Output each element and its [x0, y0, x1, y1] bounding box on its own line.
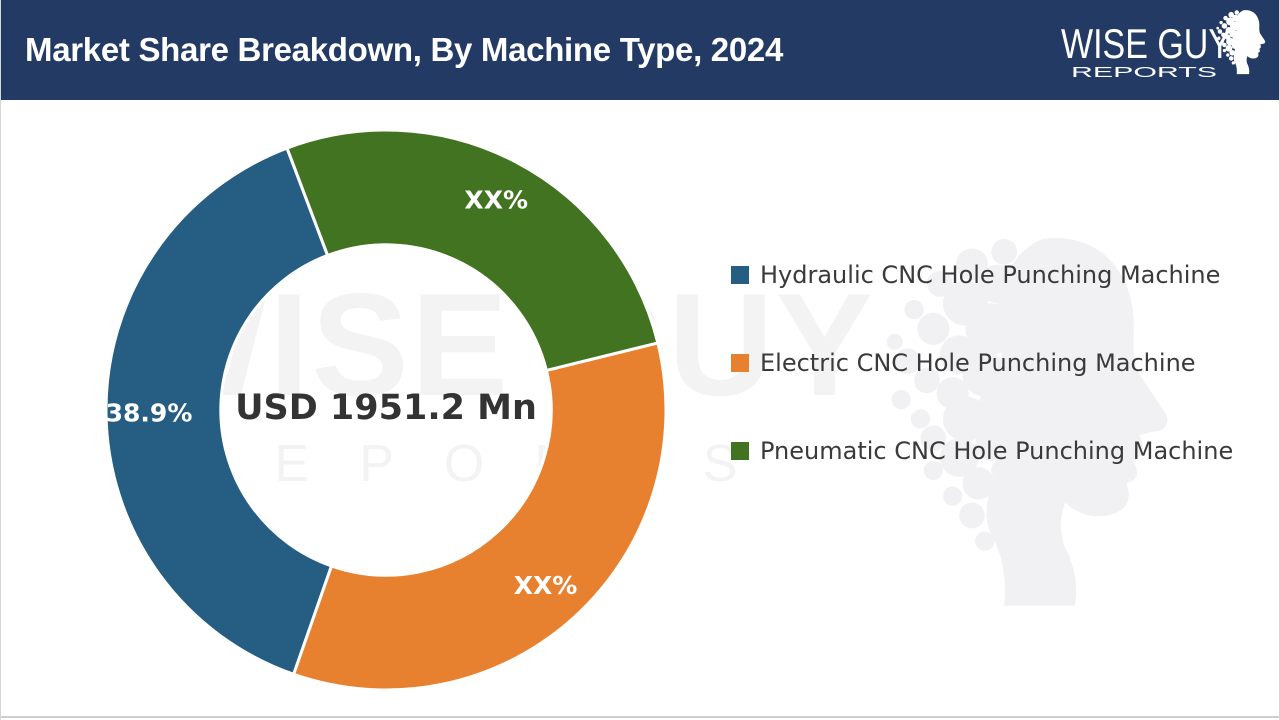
legend-item-hydraulic: Hydraulic CNC Hole Punching Machine — [731, 261, 1233, 289]
donut-slice-0 — [104, 146, 334, 676]
legend-swatch-pneumatic — [731, 442, 749, 460]
bottom-divider — [1, 716, 1279, 718]
donut-slice-2 — [285, 128, 660, 372]
legend-swatch-hydraulic — [731, 266, 749, 284]
legend-item-pneumatic: Pneumatic CNC Hole Punching Machine — [731, 437, 1233, 465]
logo-reports-text: REPORTS — [1071, 64, 1217, 81]
slice-label-1: XX% — [514, 571, 578, 600]
slice-label-0: 38.9% — [106, 398, 193, 427]
legend: Hydraulic CNC Hole Punching Machine Elec… — [731, 261, 1233, 465]
legend-item-electric: Electric CNC Hole Punching Machine — [731, 349, 1233, 377]
header-bar: Market Share Breakdown, By Machine Type,… — [1, 0, 1279, 100]
page-title: Market Share Breakdown, By Machine Type,… — [25, 31, 784, 68]
legend-label: Electric CNC Hole Punching Machine — [760, 349, 1196, 377]
donut-slice-1 — [292, 341, 668, 692]
donut-center-value: USD 1951.2 Mn — [235, 388, 537, 428]
logo-wordmark: WISE GUY — [1061, 20, 1231, 67]
legend-swatch-electric — [731, 354, 749, 372]
slice-label-2: XX% — [464, 186, 528, 215]
legend-label: Pneumatic CNC Hole Punching Machine — [760, 437, 1234, 465]
wise-guy-logo: WISE GUY REPORTS — [1061, 10, 1266, 81]
legend-label: Hydraulic CNC Hole Punching Machine — [760, 261, 1221, 289]
donut-chart: 38.9% XX% XX% — [104, 128, 668, 692]
